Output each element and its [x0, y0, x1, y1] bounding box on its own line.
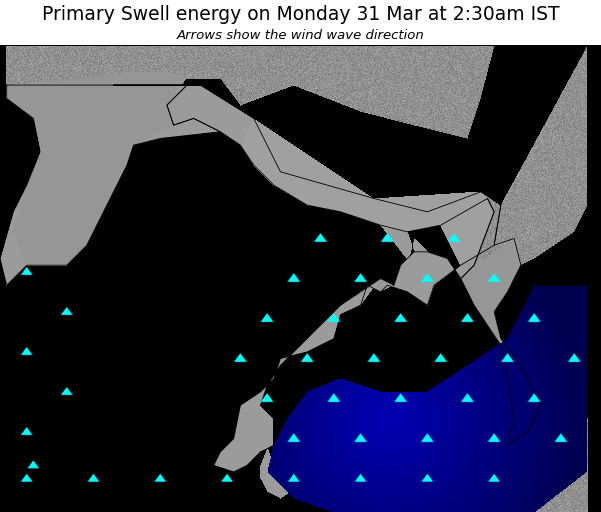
Text: Primary Swell energy on Monday 31 Mar at 2:30am IST: Primary Swell energy on Monday 31 Mar at…	[41, 5, 560, 24]
Polygon shape	[393, 393, 408, 402]
Polygon shape	[529, 314, 540, 322]
Polygon shape	[353, 433, 368, 442]
Polygon shape	[260, 393, 275, 402]
Polygon shape	[526, 393, 542, 402]
Polygon shape	[60, 387, 73, 395]
Polygon shape	[288, 274, 299, 281]
Polygon shape	[262, 394, 272, 401]
Polygon shape	[287, 474, 300, 482]
Polygon shape	[460, 393, 475, 402]
Polygon shape	[354, 474, 367, 482]
Polygon shape	[20, 267, 34, 275]
Polygon shape	[60, 307, 73, 315]
Polygon shape	[20, 474, 34, 482]
Polygon shape	[433, 353, 448, 362]
Polygon shape	[567, 353, 582, 362]
Polygon shape	[326, 313, 341, 322]
Polygon shape	[395, 314, 406, 322]
Polygon shape	[380, 233, 395, 242]
Polygon shape	[487, 273, 502, 282]
Polygon shape	[529, 394, 540, 401]
Polygon shape	[422, 274, 433, 281]
Polygon shape	[300, 353, 315, 362]
Polygon shape	[20, 427, 34, 435]
Polygon shape	[420, 273, 435, 282]
Polygon shape	[329, 394, 339, 401]
Polygon shape	[315, 234, 326, 241]
Polygon shape	[153, 474, 167, 482]
Polygon shape	[489, 434, 499, 441]
Polygon shape	[462, 314, 473, 322]
Polygon shape	[554, 433, 569, 442]
Polygon shape	[487, 474, 501, 482]
Polygon shape	[222, 475, 232, 481]
Polygon shape	[355, 434, 366, 441]
Polygon shape	[260, 313, 275, 322]
Polygon shape	[421, 474, 434, 482]
Polygon shape	[487, 433, 502, 442]
Polygon shape	[502, 354, 513, 361]
Polygon shape	[26, 460, 40, 468]
Polygon shape	[355, 274, 366, 281]
Polygon shape	[435, 354, 446, 361]
Polygon shape	[462, 394, 473, 401]
Polygon shape	[395, 394, 406, 401]
Polygon shape	[368, 354, 379, 361]
Text: Arrows show the wind wave direction: Arrows show the wind wave direction	[177, 29, 424, 41]
Polygon shape	[286, 433, 301, 442]
Polygon shape	[89, 475, 99, 481]
Polygon shape	[449, 234, 459, 241]
Polygon shape	[22, 268, 31, 274]
Polygon shape	[569, 354, 579, 361]
Polygon shape	[302, 354, 313, 361]
Polygon shape	[22, 428, 31, 435]
Polygon shape	[288, 434, 299, 441]
Polygon shape	[460, 313, 475, 322]
Polygon shape	[326, 393, 341, 402]
Polygon shape	[289, 475, 299, 481]
Polygon shape	[423, 475, 432, 481]
Polygon shape	[353, 273, 368, 282]
Polygon shape	[356, 475, 365, 481]
Polygon shape	[20, 347, 34, 355]
Polygon shape	[156, 475, 165, 481]
Polygon shape	[489, 274, 499, 281]
Polygon shape	[29, 461, 38, 468]
Polygon shape	[555, 434, 566, 441]
Polygon shape	[22, 348, 31, 354]
Polygon shape	[420, 433, 435, 442]
Polygon shape	[221, 474, 234, 482]
Polygon shape	[382, 234, 392, 241]
Polygon shape	[286, 273, 301, 282]
Polygon shape	[262, 314, 272, 322]
Polygon shape	[22, 475, 31, 481]
Polygon shape	[313, 233, 328, 242]
Polygon shape	[233, 353, 248, 362]
Polygon shape	[489, 475, 499, 481]
Polygon shape	[62, 308, 72, 314]
Polygon shape	[367, 353, 382, 362]
Polygon shape	[422, 434, 433, 441]
Polygon shape	[235, 354, 246, 361]
Polygon shape	[447, 233, 462, 242]
Polygon shape	[329, 314, 339, 322]
Polygon shape	[526, 313, 542, 322]
Polygon shape	[87, 474, 100, 482]
Polygon shape	[393, 313, 408, 322]
Polygon shape	[62, 388, 72, 394]
Polygon shape	[500, 353, 515, 362]
